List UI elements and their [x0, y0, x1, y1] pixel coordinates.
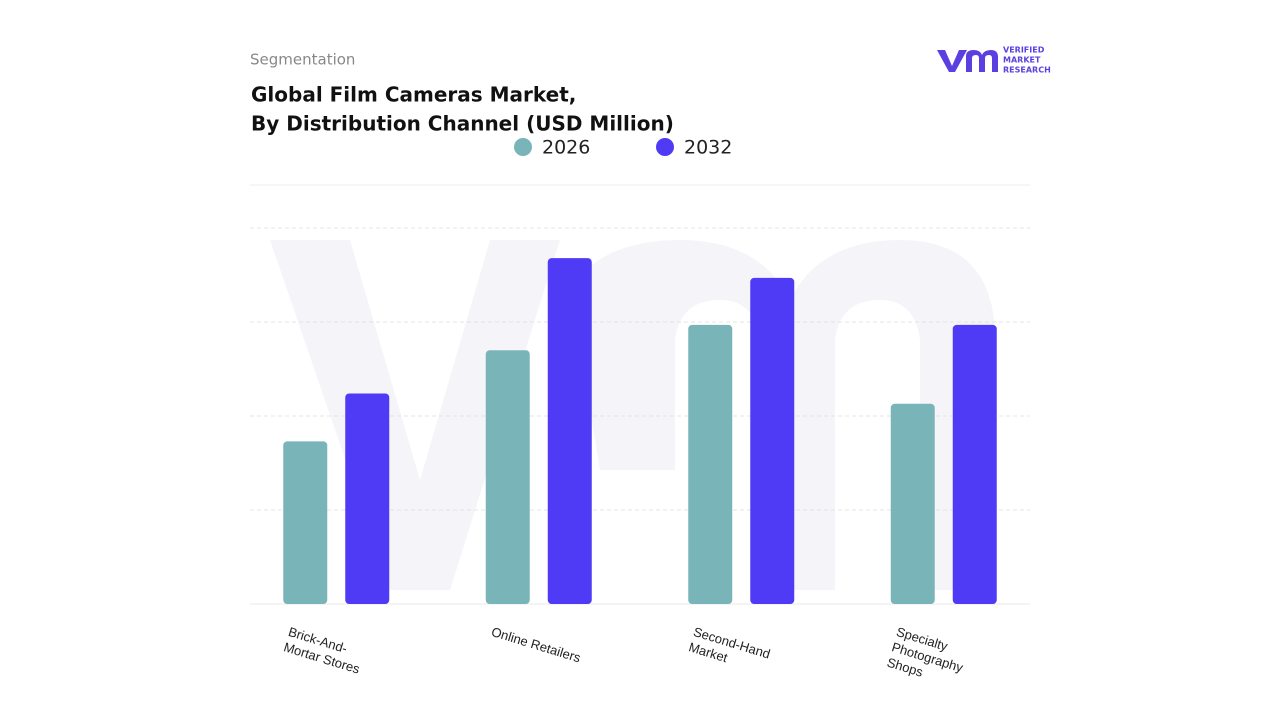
- bar: [688, 324, 733, 604]
- bar: [283, 441, 328, 604]
- chart-title: By Distribution Channel (USD Million): [251, 112, 674, 136]
- bar: [485, 350, 530, 604]
- bar: [952, 324, 997, 604]
- logo: VERIFIED MARKET RESEARCH: [937, 46, 1051, 75]
- section-label: Segmentation: [250, 51, 355, 69]
- bar: [890, 403, 935, 604]
- legend-label: 2032: [684, 137, 732, 159]
- legend-marker: [514, 138, 532, 156]
- logo-text: RESEARCH: [1003, 66, 1051, 75]
- logo-text: MARKET: [1003, 56, 1041, 65]
- logo-text: VERIFIED: [1003, 46, 1045, 55]
- legend-label: 2026: [542, 137, 590, 159]
- legend-marker: [656, 138, 674, 156]
- bar: [345, 393, 390, 604]
- chart-title: Global Film Cameras Market,: [251, 83, 576, 107]
- bar: [750, 277, 795, 604]
- bar: [547, 258, 592, 604]
